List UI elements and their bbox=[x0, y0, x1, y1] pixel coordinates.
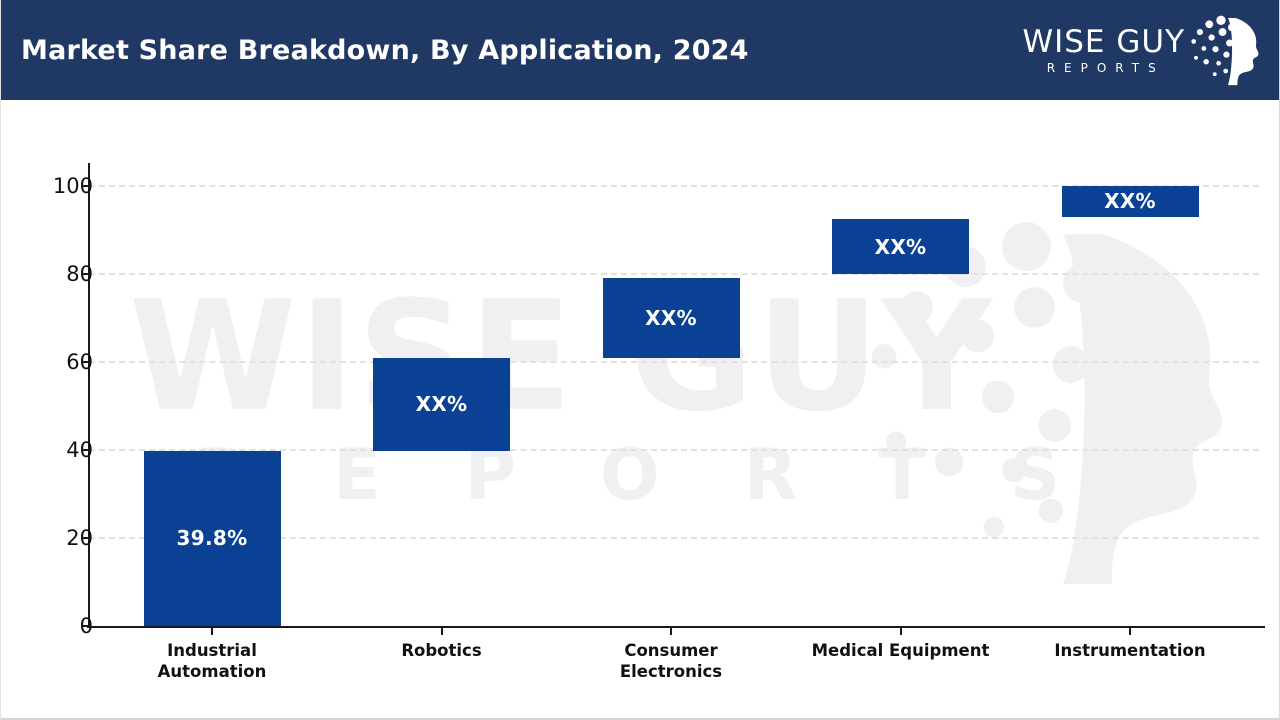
gridline bbox=[89, 537, 1259, 539]
x-tick-mark bbox=[899, 628, 902, 635]
watermark-face-icon bbox=[871, 222, 1223, 584]
y-tick-label: 20 bbox=[66, 526, 93, 550]
x-tick-label-line: Industrial bbox=[167, 641, 257, 660]
gridline bbox=[89, 361, 1259, 363]
x-tick-label-medical-equipment: Medical Equipment bbox=[812, 640, 990, 661]
x-tick-label-instrumentation: Instrumentation bbox=[1054, 640, 1205, 661]
gridline bbox=[89, 185, 1259, 187]
y-tick-mark bbox=[81, 625, 88, 627]
logo-wordmark: WISE GUY bbox=[1022, 23, 1185, 60]
bar-medical-equipment: XX% bbox=[832, 219, 969, 274]
y-tick-label: 80 bbox=[66, 262, 93, 286]
gridline bbox=[89, 273, 1259, 275]
logo-face-icon bbox=[1191, 15, 1259, 86]
x-tick-label-line: Medical Equipment bbox=[811, 641, 990, 660]
y-axis-line bbox=[88, 163, 90, 628]
y-tick-label: 60 bbox=[66, 350, 93, 374]
y-tick-mark bbox=[81, 273, 88, 275]
x-tick-label-industrial-automation: Industrial Automation bbox=[158, 640, 267, 682]
y-tick-label: 0 bbox=[79, 614, 93, 638]
x-tick-mark bbox=[1129, 628, 1131, 635]
x-tick-label-line: Consumer bbox=[624, 641, 718, 660]
y-tick-label: 100 bbox=[52, 174, 93, 198]
gridline bbox=[89, 449, 1259, 451]
x-tick-mark bbox=[440, 628, 443, 635]
x-tick-label-line: Robotics bbox=[401, 641, 482, 660]
x-tick-label-line: Electronics bbox=[619, 662, 723, 681]
y-tick-mark bbox=[81, 185, 88, 187]
wiseguy-logo: WISE GUY REPORTS bbox=[1022, 11, 1279, 89]
y-tick-mark bbox=[81, 361, 88, 363]
logo-text: WISE GUY REPORTS bbox=[1022, 26, 1185, 75]
bar-value-label: XX% bbox=[874, 234, 927, 259]
x-tick-label-line: Instrumentation bbox=[1054, 641, 1206, 660]
logo-subtitle: REPORTS bbox=[1046, 60, 1165, 75]
bar-industrial-automation: 39.8% bbox=[143, 450, 281, 626]
chart-title: Market Share Breakdown, By Application, … bbox=[21, 34, 749, 66]
bar-robotics: XX% bbox=[373, 357, 510, 451]
x-tick-mark bbox=[211, 628, 213, 635]
x-tick-label-consumer-electronics: Consumer Electronics bbox=[620, 640, 722, 682]
x-tick-mark bbox=[670, 628, 672, 635]
bar-value-label: XX% bbox=[415, 392, 468, 417]
y-tick-label: 40 bbox=[66, 438, 93, 462]
bar-value-label: XX% bbox=[1104, 189, 1156, 214]
x-tick-label-robotics: Robotics bbox=[401, 640, 481, 661]
header: Market Share Breakdown, By Application, … bbox=[1, 0, 1279, 100]
bar-value-label: 39.8% bbox=[176, 526, 248, 551]
y-tick-mark bbox=[81, 537, 88, 539]
x-axis-line bbox=[87, 626, 1265, 628]
x-tick-label-line: Automation bbox=[157, 662, 267, 681]
y-tick-mark bbox=[81, 449, 88, 451]
bar-consumer-electronics: XX% bbox=[602, 278, 740, 358]
bar-value-label: XX% bbox=[645, 305, 697, 330]
bar-instrumentation: XX% bbox=[1061, 186, 1199, 217]
